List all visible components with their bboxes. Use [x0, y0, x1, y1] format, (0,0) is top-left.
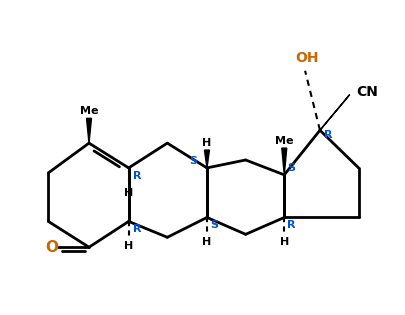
Text: O: O	[45, 240, 58, 255]
Text: S: S	[287, 163, 295, 173]
Text: CN: CN	[357, 85, 379, 99]
Text: S: S	[210, 220, 218, 231]
Text: S: S	[189, 156, 197, 166]
Text: H: H	[202, 237, 211, 247]
Text: H: H	[124, 241, 133, 251]
Polygon shape	[205, 150, 209, 168]
Text: R: R	[287, 220, 296, 231]
Text: H: H	[279, 237, 289, 247]
Text: R: R	[132, 224, 141, 234]
Polygon shape	[320, 94, 350, 130]
Text: R: R	[132, 171, 141, 181]
Text: OH: OH	[295, 51, 319, 65]
Text: Me: Me	[80, 106, 98, 116]
Polygon shape	[87, 118, 92, 143]
Text: H: H	[124, 188, 133, 198]
Text: R: R	[324, 130, 333, 140]
Text: Me: Me	[275, 136, 294, 146]
Polygon shape	[282, 148, 287, 175]
Text: H: H	[202, 138, 211, 148]
